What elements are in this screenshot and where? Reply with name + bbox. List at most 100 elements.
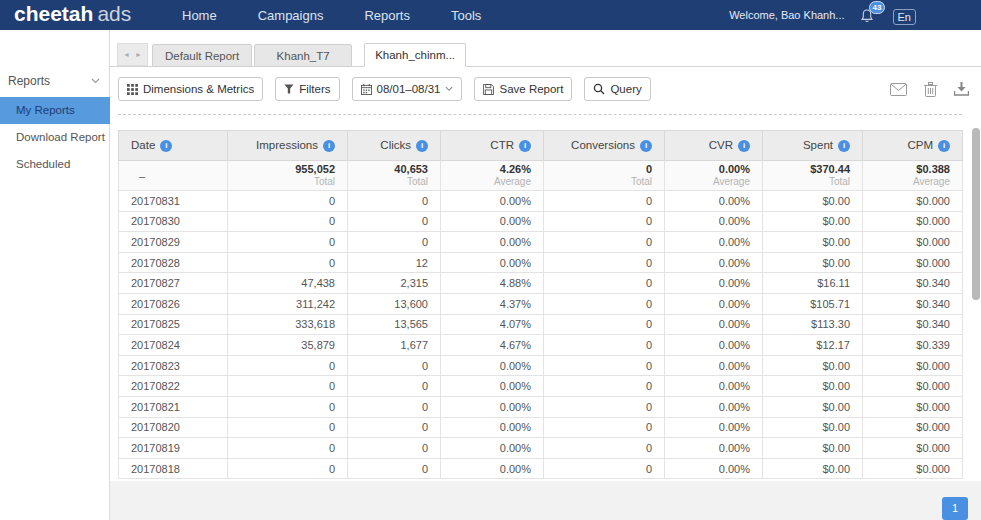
grid-icon bbox=[127, 84, 138, 95]
table-cell: $0.00 bbox=[763, 376, 863, 397]
sidebar-item-download-report[interactable]: Download Report bbox=[0, 124, 110, 151]
column-header-cvr[interactable]: CVRi bbox=[665, 131, 763, 161]
table-cell: 0 bbox=[228, 191, 348, 212]
table-cell: 4.07% bbox=[441, 314, 544, 335]
nav-item-tools[interactable]: Tools bbox=[451, 8, 481, 23]
table-cell: 4.37% bbox=[441, 293, 544, 314]
table-cell: 0.00% bbox=[665, 232, 763, 253]
table-cell: 0 bbox=[348, 211, 441, 232]
date-range-label: 08/01–08/31 bbox=[377, 83, 441, 95]
table-cell: 0 bbox=[348, 417, 441, 438]
table-cell: $0.340 bbox=[863, 273, 963, 294]
table-row: 2017082435,8791,6774.67%00.00%$12.17$0.3… bbox=[119, 335, 963, 356]
language-button[interactable]: En bbox=[893, 9, 916, 25]
column-header-conversions[interactable]: Conversionsi bbox=[544, 131, 665, 161]
table-cell: $0.00 bbox=[763, 438, 863, 459]
download-report-button[interactable] bbox=[954, 82, 969, 96]
table-cell: $0.000 bbox=[863, 376, 963, 397]
column-header-ctr[interactable]: CTR i bbox=[441, 131, 544, 161]
table-cell: 0.00% bbox=[665, 252, 763, 273]
table-cell: 0 bbox=[228, 211, 348, 232]
tab-scroll-arrows[interactable]: ◄► bbox=[117, 43, 148, 66]
cell-date: 20170824 bbox=[119, 335, 228, 356]
table-cell: 47,438 bbox=[228, 273, 348, 294]
toolbar: Dimensions & Metrics Filters 08/01–08/31… bbox=[118, 77, 969, 101]
nav-item-campaigns[interactable]: Campaigns bbox=[258, 8, 324, 23]
column-header-date[interactable]: Datei bbox=[119, 131, 228, 161]
column-header-clicks[interactable]: Clicksi bbox=[348, 131, 441, 161]
column-label: CTR bbox=[490, 139, 514, 151]
save-report-button[interactable]: Save Report bbox=[474, 77, 572, 101]
date-range-button[interactable]: 08/01–08/31 bbox=[352, 77, 463, 101]
notifications-button[interactable]: 43 bbox=[859, 5, 879, 25]
table-cell: 0 bbox=[544, 314, 665, 335]
column-label: Impressions bbox=[256, 139, 318, 151]
tab-scroll-right-icon[interactable]: ► bbox=[135, 51, 142, 58]
navbar-right: Welcome, Bao Khanh... 43 En bbox=[729, 0, 916, 30]
cell-date: 20170823 bbox=[119, 355, 228, 376]
sidebar: Reports My ReportsDownload ReportSchedul… bbox=[0, 30, 110, 520]
email-report-button[interactable] bbox=[890, 83, 907, 96]
table-cell: 0.00% bbox=[665, 211, 763, 232]
filters-label: Filters bbox=[299, 83, 330, 95]
info-icon[interactable]: i bbox=[738, 140, 750, 152]
main-content: ◄► Default ReportKhanh_T7Khanh_chinm... … bbox=[110, 30, 981, 520]
table-cell: $12.17 bbox=[763, 335, 863, 356]
table-cell: 0 bbox=[348, 376, 441, 397]
sidebar-item-scheduled[interactable]: Scheduled bbox=[0, 151, 110, 178]
query-button[interactable]: Query bbox=[584, 77, 650, 101]
table-cell: 0 bbox=[544, 211, 665, 232]
cell-date: 20170829 bbox=[119, 232, 228, 253]
info-icon[interactable]: i bbox=[838, 140, 850, 152]
table-cell: $0.000 bbox=[863, 211, 963, 232]
summary-cell: 4.26%Average bbox=[441, 161, 544, 191]
column-header-impressions[interactable]: Impressions i bbox=[228, 131, 348, 161]
tab-scroll-left-icon[interactable]: ◄ bbox=[123, 51, 130, 58]
tab-khanh-chinm-[interactable]: Khanh_chinm... bbox=[364, 43, 466, 67]
table-cell: 1,677 bbox=[348, 335, 441, 356]
sidebar-section-reports[interactable]: Reports bbox=[8, 71, 100, 91]
cell-date: 20170827 bbox=[119, 273, 228, 294]
info-icon[interactable]: i bbox=[416, 140, 428, 152]
brand-logo[interactable]: cheetahads bbox=[14, 2, 131, 26]
table-cell: 0 bbox=[544, 252, 665, 273]
info-icon[interactable]: i bbox=[938, 140, 950, 152]
table-cell: 0 bbox=[544, 438, 665, 459]
summary-cell: 0Total bbox=[544, 161, 665, 191]
column-header-spent[interactable]: Spenti bbox=[763, 131, 863, 161]
sidebar-item-my-reports[interactable]: My Reports bbox=[0, 97, 110, 124]
cell-date: 20170826 bbox=[119, 293, 228, 314]
summary-cell: 0.00%Average bbox=[665, 161, 763, 191]
info-icon[interactable]: i bbox=[519, 140, 531, 152]
column-label: Clicks bbox=[380, 139, 411, 151]
tab-khanh-t7[interactable]: Khanh_T7 bbox=[254, 44, 352, 67]
nav-item-home[interactable]: Home bbox=[182, 8, 217, 23]
vertical-scrollbar[interactable] bbox=[972, 128, 980, 300]
table-cell: $0.000 bbox=[863, 396, 963, 417]
summary-date-cell: – bbox=[119, 161, 228, 191]
delete-report-button[interactable] bbox=[924, 82, 937, 97]
cell-date: 20170831 bbox=[119, 191, 228, 212]
download-icon bbox=[954, 82, 969, 96]
table-cell: 0 bbox=[228, 376, 348, 397]
info-icon[interactable]: i bbox=[160, 140, 172, 152]
nav-item-reports[interactable]: Reports bbox=[364, 8, 410, 23]
table-cell: 0 bbox=[348, 438, 441, 459]
tab-default-report[interactable]: Default Report bbox=[152, 44, 252, 67]
search-icon bbox=[593, 83, 605, 95]
table-cell: $105.71 bbox=[763, 293, 863, 314]
table-cell: 0 bbox=[228, 438, 348, 459]
table-cell: 0.00% bbox=[441, 376, 544, 397]
info-icon[interactable]: i bbox=[640, 140, 652, 152]
dimensions-metrics-button[interactable]: Dimensions & Metrics bbox=[118, 77, 263, 101]
save-report-label: Save Report bbox=[499, 83, 563, 95]
table-cell: $0.00 bbox=[763, 191, 863, 212]
cell-date: 20170819 bbox=[119, 438, 228, 459]
filters-button[interactable]: Filters bbox=[275, 77, 339, 101]
info-icon[interactable]: i bbox=[323, 140, 335, 152]
column-header-cpm[interactable]: CPMi bbox=[863, 131, 963, 161]
chevron-down-icon bbox=[445, 86, 453, 92]
pagination-page-1[interactable]: 1 bbox=[942, 497, 968, 520]
table-cell: 35,879 bbox=[228, 335, 348, 356]
welcome-text[interactable]: Welcome, Bao Khanh... bbox=[729, 9, 844, 21]
